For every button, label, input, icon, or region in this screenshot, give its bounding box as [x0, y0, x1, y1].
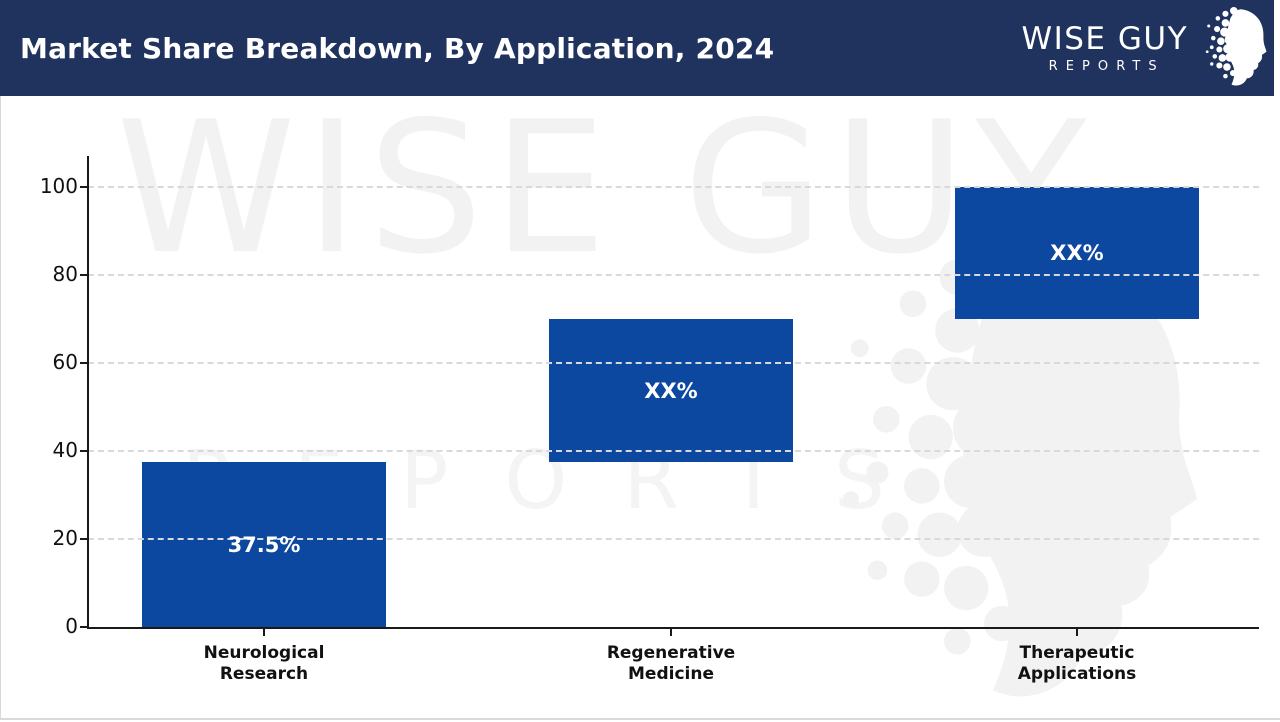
y-tick-80: [80, 274, 88, 276]
page-title: Market Share Breakdown, By Application, …: [20, 31, 775, 65]
y-tick-label-60: 60: [52, 350, 78, 374]
y-tick-20: [80, 538, 88, 540]
plot-area: 0 20 40 60 80 100 37.5% Neurological Research XX…: [0, 96, 1280, 720]
gridline-60: [88, 362, 1259, 364]
gridline-80: [88, 274, 1259, 276]
bar-regenerative-medicine: [549, 319, 793, 462]
y-tick-label-0: 0: [65, 614, 78, 638]
logo-subtitle: REPORTS: [1048, 58, 1165, 74]
y-axis-spine: [87, 156, 89, 629]
y-tick-40: [80, 450, 88, 452]
page-bottom-border: [0, 718, 1280, 720]
x-tick-regenerative-medicine: [670, 629, 672, 636]
x-category-label-neurological-research: Neurological Research: [203, 643, 325, 684]
x-category-label-therapeutic-applications: Therapeutic Applications: [1017, 643, 1137, 684]
bar-value-label-regenerative-medicine: XX%: [644, 378, 698, 403]
y-tick-label-80: 80: [52, 262, 78, 286]
dotted-face-icon: [1205, 6, 1267, 86]
y-tick-60: [80, 362, 88, 364]
logo-text: WISE GUY REPORTS: [1021, 20, 1188, 74]
chart-canvas: WISE GUY REPORTS 0 20 40 60 80 100 37.5% Neurol…: [0, 82, 1280, 720]
bar-therapeutic-applications: [955, 187, 1199, 319]
gridline-20: [88, 538, 1259, 540]
wise-guy-reports-logo: WISE GUY REPORTS: [1021, 6, 1268, 90]
x-tick-therapeutic-applications: [1076, 629, 1078, 636]
gridline-40: [88, 450, 1259, 452]
y-tick-100: [80, 186, 88, 188]
y-tick-label-20: 20: [52, 526, 78, 550]
page-left-border: [0, 96, 1, 720]
y-tick-label-40: 40: [52, 438, 78, 462]
x-axis-spine: [87, 627, 1259, 629]
bar-value-label-neurological-research: 37.5%: [227, 532, 301, 557]
y-tick-0: [80, 626, 88, 628]
y-tick-label-100: 100: [39, 174, 78, 198]
watermark-wordmark: WISE GUY: [116, 82, 1096, 294]
x-category-label-regenerative-medicine: Regenerative Medicine: [606, 643, 736, 684]
x-tick-neurological-research: [263, 629, 265, 636]
gridline-100: [88, 186, 1259, 188]
logo-wordmark: WISE GUY: [1021, 20, 1188, 57]
header-bar: Market Share Breakdown, By Application, …: [0, 0, 1274, 96]
bar-value-label-therapeutic-applications: XX%: [1050, 241, 1104, 265]
bar-neurological-research: [142, 462, 386, 627]
